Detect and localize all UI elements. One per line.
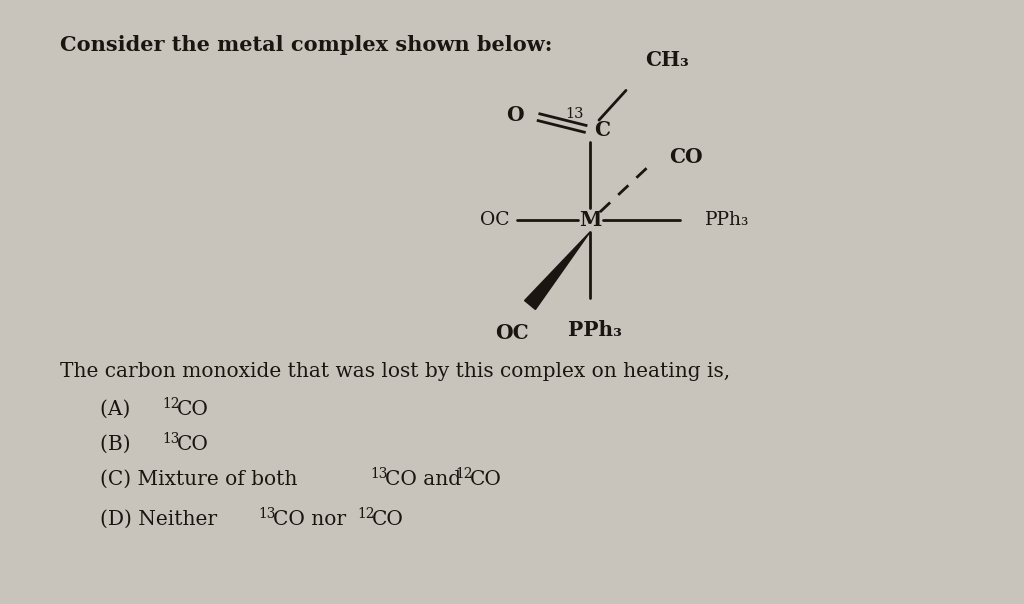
Text: (C) Mixture of both: (C) Mixture of both [100,470,304,489]
Text: 12: 12 [455,467,472,481]
Text: PPh₃: PPh₃ [705,211,750,229]
Text: 12: 12 [162,397,179,411]
Text: CO and: CO and [385,470,468,489]
Text: The carbon monoxide that was lost by this complex on heating is,: The carbon monoxide that was lost by thi… [60,362,730,381]
Polygon shape [524,232,590,309]
Text: CH₃: CH₃ [645,50,689,70]
Text: Consider the metal complex shown below:: Consider the metal complex shown below: [60,35,552,55]
Text: CO nor: CO nor [273,510,352,529]
Text: CO: CO [177,435,209,454]
Text: PPh₃: PPh₃ [568,320,622,340]
Text: CO: CO [669,147,702,167]
Text: 13: 13 [162,432,179,446]
Text: 12: 12 [357,507,375,521]
Text: CO: CO [372,510,403,529]
Text: C: C [594,120,610,140]
Text: OC: OC [480,211,510,229]
Text: 13: 13 [258,507,275,521]
Text: M: M [579,210,601,230]
Text: O: O [507,105,524,125]
Text: CO: CO [470,470,502,489]
Text: 13: 13 [565,107,584,121]
Text: (D) Neither: (D) Neither [100,510,223,529]
Text: CO: CO [177,400,209,419]
Text: (B): (B) [100,435,137,454]
Text: OC: OC [496,323,528,343]
Text: 13: 13 [370,467,387,481]
Text: (A): (A) [100,400,137,419]
